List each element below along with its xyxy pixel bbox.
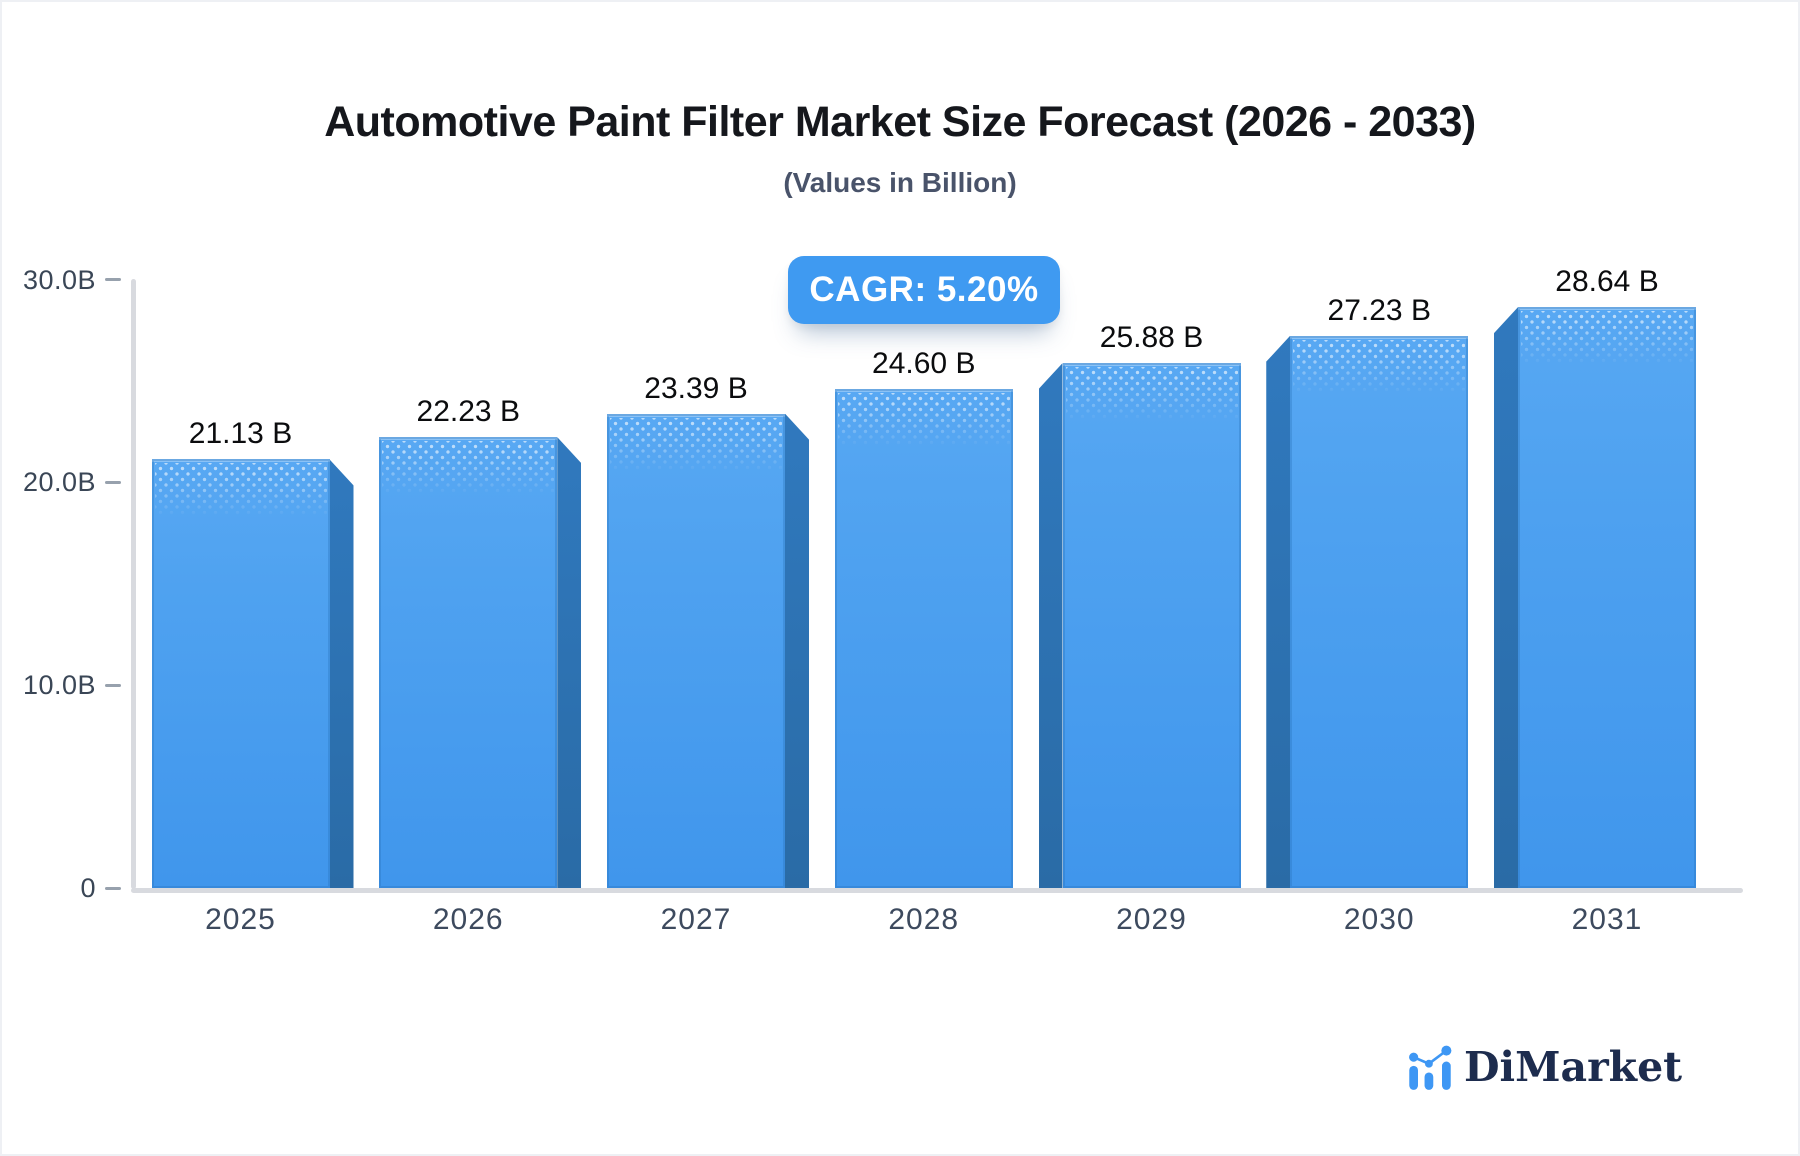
bar-side-face — [1266, 335, 1291, 888]
y-tick-label: 10.0B — [22, 670, 96, 701]
bar-value-label: 25.88 B — [1099, 321, 1204, 355]
bar-halftone-texture — [154, 463, 327, 518]
brand-logo-text: DiMarket — [1464, 1043, 1683, 1091]
x-axis-label-2029: 2029 — [1116, 903, 1187, 936]
x-axis-baseline — [131, 888, 1743, 893]
mini-bar-chart-icon — [1406, 1043, 1454, 1091]
bar-face — [1290, 335, 1469, 888]
bar-value-label: 28.64 B — [1555, 265, 1659, 299]
bar-halftone-texture — [610, 417, 782, 472]
y-tick-label: 30.0B — [22, 264, 96, 295]
chart-subtitle: (Values in Billion) — [783, 167, 1017, 198]
x-axis-label-2025: 2025 — [205, 903, 276, 936]
bar-value-label: 21.13 B — [188, 417, 293, 451]
y-axis-line — [131, 279, 136, 889]
bar-side-face — [785, 413, 809, 888]
bar-value-label: 23.39 B — [644, 371, 748, 405]
bar-halftone-texture — [1521, 311, 1693, 366]
bar-value-label: 22.23 B — [416, 395, 520, 429]
bar-side-face — [1494, 307, 1518, 888]
bar-face — [834, 389, 1013, 888]
bar-halftone-texture — [1065, 367, 1238, 422]
y-tick-label: 0 — [80, 873, 96, 903]
y-tick-mark — [105, 278, 121, 281]
y-tick-mark — [105, 683, 121, 687]
bar-value-label: 27.23 B — [1327, 293, 1431, 327]
x-axis-label-2028: 2028 — [888, 903, 960, 936]
chart-title: Automotive Paint Filter Market Size Fore… — [324, 98, 1476, 146]
bar-side-face — [1038, 363, 1063, 888]
x-axis-label-2031: 2031 — [1571, 903, 1643, 936]
bar-side-face — [557, 437, 582, 888]
y-tick-label: 20.0B — [22, 467, 96, 498]
y-tick-mark — [105, 480, 121, 484]
bar-value-label: 24.60 B — [872, 347, 976, 381]
bar-face — [1518, 307, 1696, 888]
bar-halftone-texture — [382, 441, 555, 496]
bar-halftone-texture — [1293, 339, 1466, 394]
x-axis-label-2030: 2030 — [1343, 903, 1415, 936]
bar-face — [1062, 363, 1241, 888]
bar-face — [151, 459, 330, 888]
y-tick-mark — [105, 886, 121, 890]
bar-side-face — [329, 459, 354, 888]
x-axis-label-2026: 2026 — [432, 903, 504, 936]
bar-face — [607, 413, 785, 888]
bar-halftone-texture — [837, 393, 1010, 448]
brand-logo: DiMarket — [1406, 1040, 1682, 1094]
cagr-badge: CAGR: 5.20% — [788, 256, 1060, 324]
x-axis-label-2027: 2027 — [660, 903, 732, 936]
bar-face — [379, 437, 558, 888]
